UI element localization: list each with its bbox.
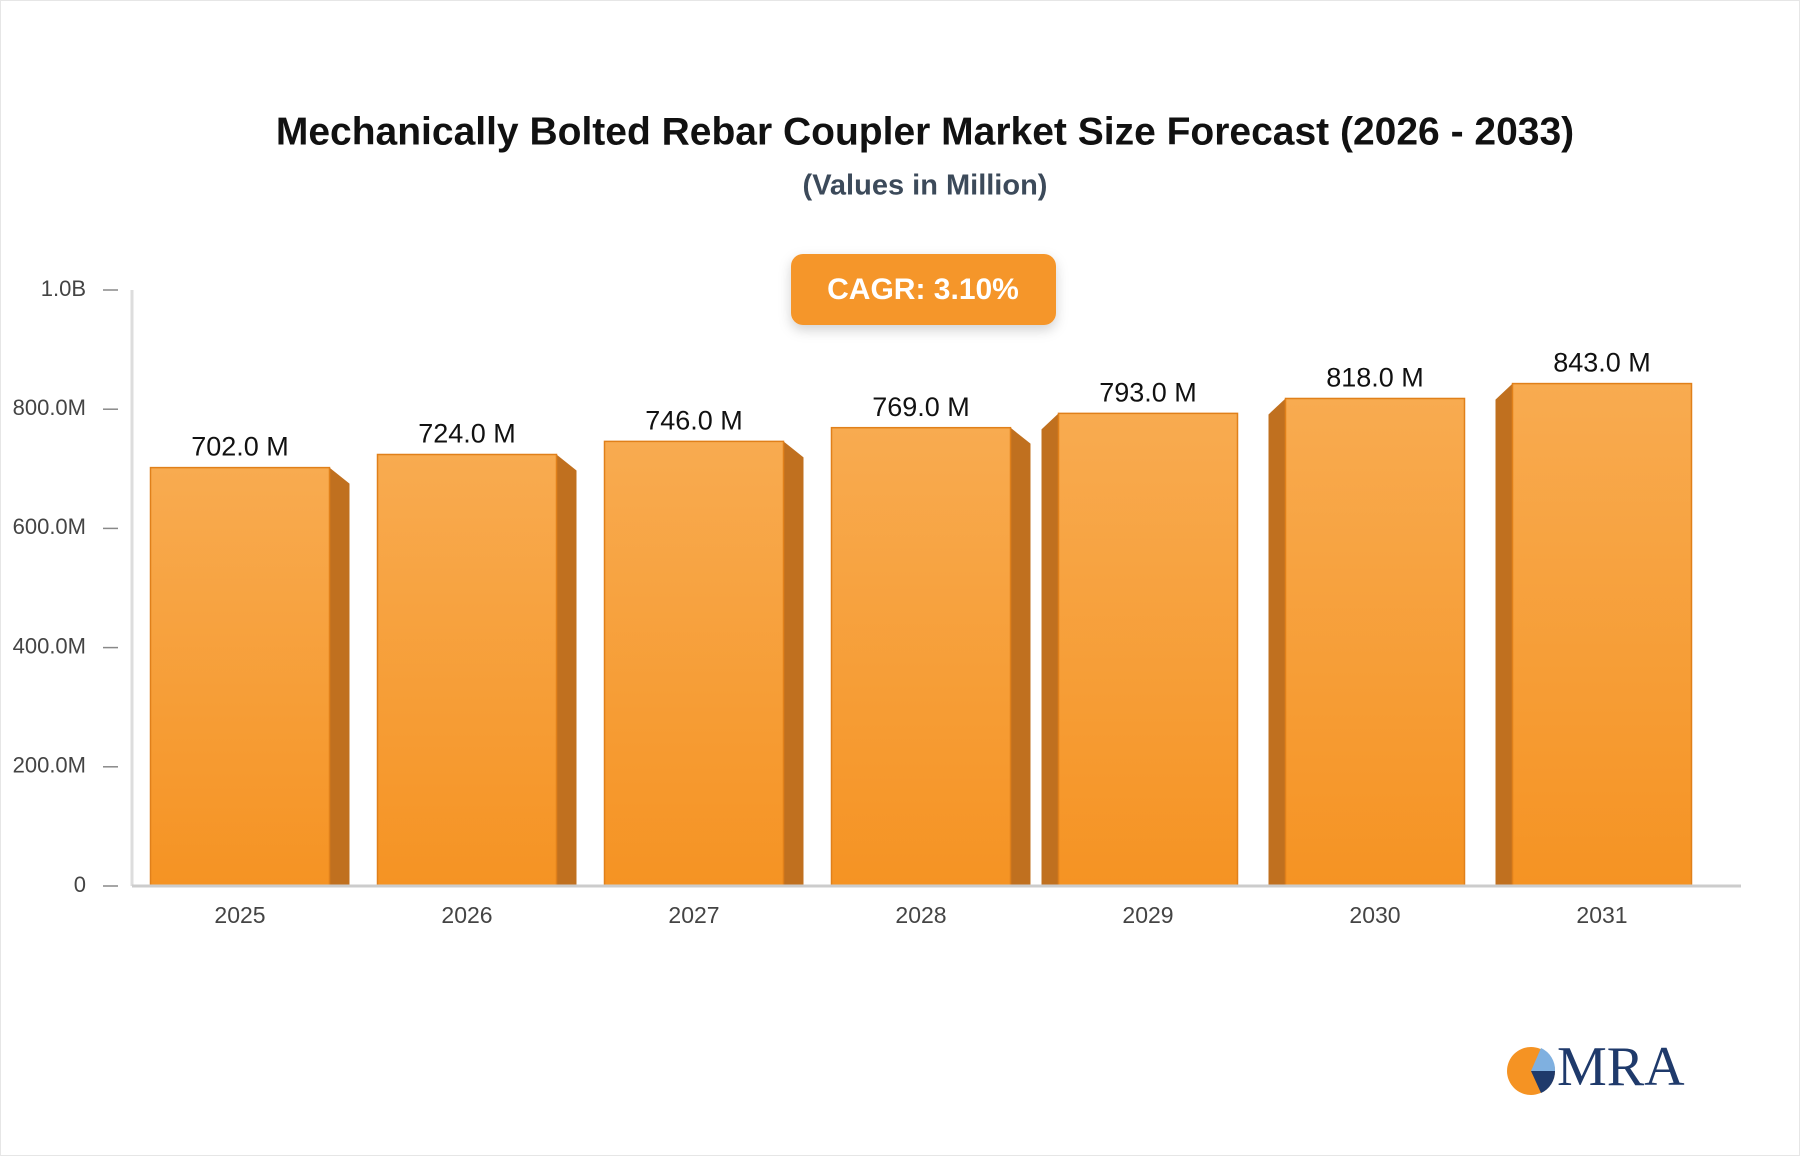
x-tick-label: 2027 xyxy=(668,902,719,928)
bar xyxy=(376,453,558,887)
y-tick-label: 200.0M xyxy=(13,753,86,778)
logo-icon-slice xyxy=(1531,1071,1556,1093)
bar-side xyxy=(1041,413,1059,886)
cagr-badge xyxy=(791,254,1056,325)
bar-side xyxy=(1268,398,1286,886)
x-tick-label: 2030 xyxy=(1349,902,1400,928)
y-tick-label: 0 xyxy=(74,872,86,897)
chart-title: Mechanically Bolted Rebar Coupler Market… xyxy=(276,110,1574,153)
y-tick-label: 800.0M xyxy=(13,395,86,420)
bar xyxy=(1511,382,1693,887)
y-tick-label: 1.0B xyxy=(41,276,86,301)
bar xyxy=(830,426,1012,887)
value-label: 769.0 M xyxy=(872,392,970,422)
value-label: 818.0 M xyxy=(1326,363,1424,393)
chart-subtitle: (Values in Million) xyxy=(803,170,1048,202)
x-tick-label: 2029 xyxy=(1122,902,1173,928)
bar-side xyxy=(556,454,577,886)
y-tick-label: 600.0M xyxy=(13,514,86,539)
x-tick-label: 2026 xyxy=(441,902,492,928)
bar-side xyxy=(1495,383,1513,886)
bar-side xyxy=(329,467,350,886)
logo: MRA xyxy=(1507,1036,1685,1098)
cagr-label: CAGR: 3.10% xyxy=(827,273,1019,306)
x-tick-label: 2028 xyxy=(895,902,946,928)
value-label: 746.0 M xyxy=(645,406,743,436)
value-label: 724.0 M xyxy=(418,419,516,449)
plot: 0 200.0M 400.0M 600.0M 800.0M 1.0B 2025 702.0 M… xyxy=(13,276,1741,928)
x-tick-label: 2025 xyxy=(214,902,265,928)
value-label: 702.0 M xyxy=(191,432,289,462)
bar xyxy=(149,466,331,887)
bar xyxy=(1057,412,1239,887)
x-tick-label: 2031 xyxy=(1576,902,1627,928)
y-tick-label: 400.0M xyxy=(13,633,86,658)
bar-side xyxy=(783,441,804,886)
logo-text: MRA xyxy=(1557,1036,1685,1098)
bar xyxy=(1284,397,1466,887)
bar-side xyxy=(1010,427,1031,886)
value-label: 843.0 M xyxy=(1553,348,1651,378)
logo-icon-slice xyxy=(1531,1048,1556,1071)
bar xyxy=(603,440,785,887)
value-label: 793.0 M xyxy=(1099,377,1197,407)
